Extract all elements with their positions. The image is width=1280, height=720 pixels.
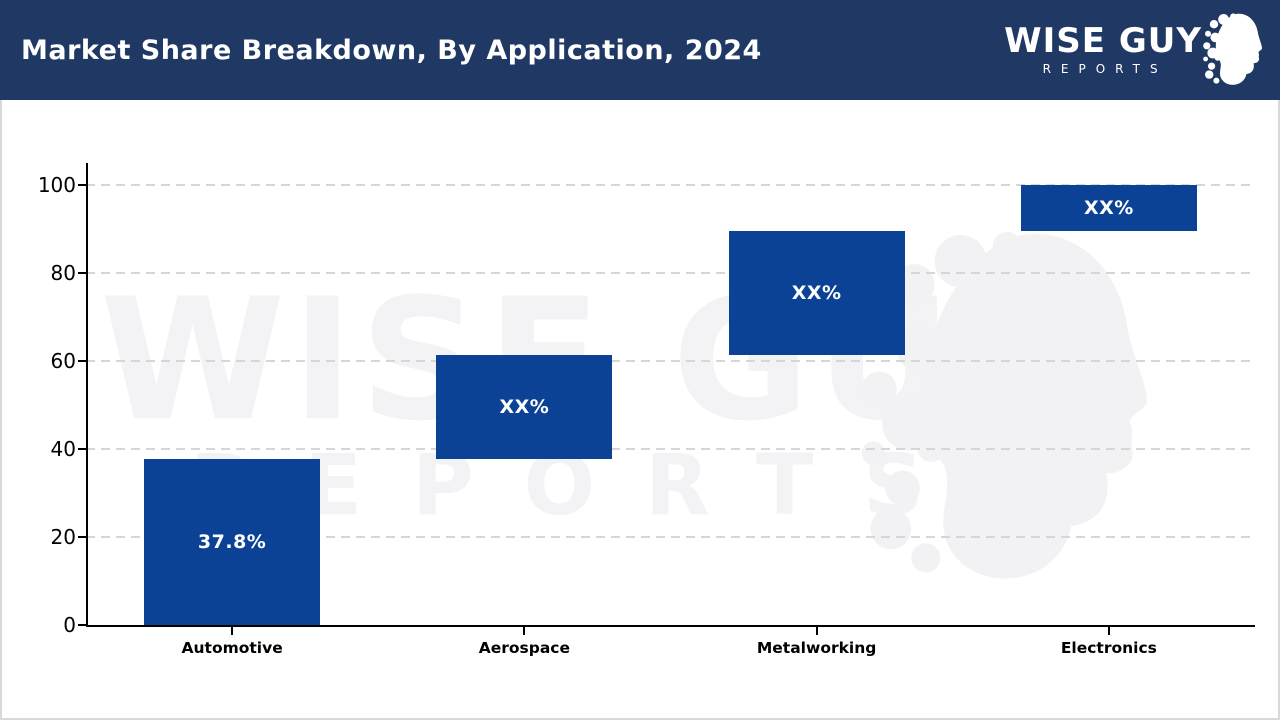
bar-value-label-metalworking: XX%: [791, 281, 842, 304]
x-tick: [523, 627, 526, 635]
page-title: Market Share Breakdown, By Application, …: [21, 34, 762, 66]
y-tick: [78, 624, 86, 626]
y-tick-label: 100: [37, 173, 76, 197]
y-tick-label: 0: [63, 613, 76, 637]
logo: WISE GUY REPORTS: [1004, 8, 1264, 94]
y-tick: [78, 184, 86, 186]
y-tick-label: 60: [50, 349, 76, 373]
bar-value-label-electronics: XX%: [1083, 196, 1134, 219]
y-tick: [78, 536, 86, 538]
header-bar: Market Share Breakdown, By Application, …: [0, 0, 1280, 100]
gridline-y-60: [86, 360, 1255, 362]
y-tick: [78, 448, 86, 450]
x-axis-label-aerospace: Aerospace: [478, 639, 571, 657]
bar-value-label-automotive: 37.8%: [197, 530, 267, 553]
gridline-y-80: [86, 272, 1255, 274]
y-tick-label: 20: [50, 525, 76, 549]
gridline-y-40: [86, 448, 1255, 450]
x-axis-label-electronics: Electronics: [1060, 639, 1157, 657]
y-tick-label: 80: [50, 261, 76, 285]
gridline-y-20: [86, 536, 1255, 538]
bar-value-label-aerospace: XX%: [499, 395, 550, 418]
x-axis-line: [86, 625, 1255, 627]
x-tick: [815, 627, 818, 635]
bar-aerospace: XX%: [436, 354, 613, 459]
x-tick: [231, 627, 234, 635]
logo-head-icon: [1202, 10, 1268, 90]
logo-text: WISE GUY REPORTS: [1004, 24, 1202, 76]
logo-subtext: REPORTS: [1042, 62, 1168, 76]
y-axis-line: [86, 163, 88, 627]
logo-wordmark: WISE GUY: [1004, 21, 1202, 61]
x-axis-label-metalworking: Metalworking: [756, 639, 877, 657]
y-tick: [78, 360, 86, 362]
x-axis-label-automotive: Automotive: [181, 639, 283, 657]
bar-metalworking: XX%: [728, 230, 905, 355]
y-tick-label: 40: [50, 437, 76, 461]
bar-automotive: 37.8%: [144, 458, 321, 625]
bar-electronics: XX%: [1020, 185, 1197, 231]
x-tick: [1107, 627, 1110, 635]
y-tick: [78, 272, 86, 274]
gridline-y-100: [86, 184, 1255, 186]
